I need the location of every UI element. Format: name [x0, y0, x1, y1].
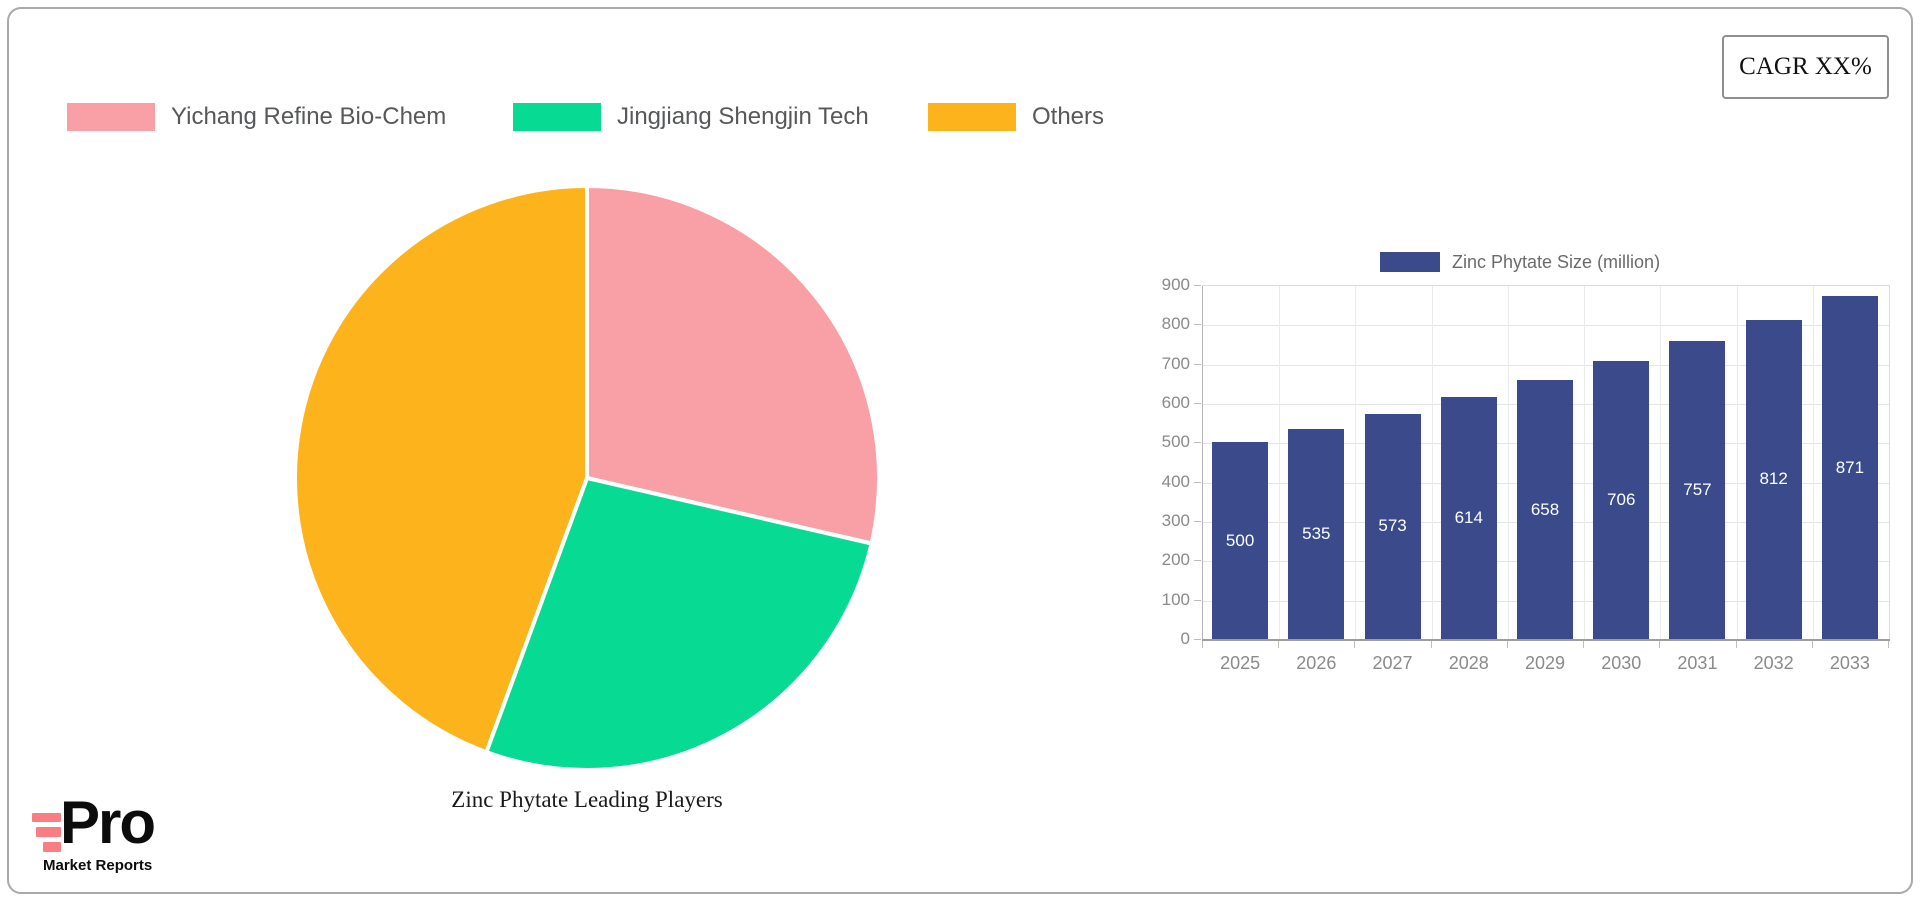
bar-value-label: 757	[1683, 480, 1712, 500]
gridline-v	[1584, 286, 1586, 640]
x-axis-tick	[1583, 641, 1585, 648]
y-axis-tick	[1194, 560, 1201, 562]
gridline-v	[1431, 286, 1433, 640]
logo-name: Pro	[60, 789, 156, 856]
pie-chart	[293, 184, 881, 772]
logo-subtitle: Market Reports	[43, 857, 153, 874]
y-axis-tick-label: 100	[1161, 589, 1190, 609]
cagr-label: CAGR XX%	[1739, 53, 1872, 80]
logo-bar-icon	[32, 813, 61, 822]
pie-slice-yichang-refine-bio-chem	[585, 184, 881, 546]
cagr-badge: CAGR XX%	[1722, 35, 1889, 99]
bar-value-label: 614	[1454, 508, 1483, 528]
pie-legend-item-others: Others	[928, 102, 1104, 132]
pie-slice-jingjiang-shengjin-tech	[484, 476, 874, 772]
legend-swatch-yichang	[67, 103, 155, 131]
bar-value-label: 573	[1378, 516, 1407, 536]
pro-market-reports-logo: Pro Market Reports	[28, 793, 158, 883]
x-axis-tick-label: 2031	[1677, 653, 1718, 673]
x-axis-tick	[1202, 641, 1203, 648]
y-axis-tick	[1194, 324, 1201, 326]
gridline-h	[1203, 325, 1889, 327]
y-axis-tick-label: 0	[1180, 629, 1190, 648]
bar-legend-swatch	[1380, 252, 1440, 272]
x-axis-tick	[1506, 641, 1508, 648]
x-axis-tick-label: 2026	[1296, 653, 1337, 673]
bar-value-label: 812	[1759, 469, 1788, 489]
x-axis-line	[1202, 639, 1890, 641]
bar-legend-label: Zinc Phytate Size (million)	[1452, 251, 1661, 272]
y-axis-tick	[1194, 521, 1201, 522]
x-axis-tick-label: 2032	[1753, 653, 1794, 673]
x-axis-tick	[1278, 641, 1280, 648]
gridline-v	[1355, 286, 1357, 640]
x-axis-tick-label: 2028	[1448, 653, 1489, 673]
y-axis-tick	[1194, 363, 1201, 365]
bar-chart: Zinc Phytate Size (million) 0 100 200 300 40…	[1100, 230, 1920, 700]
y-axis-tick-label: 600	[1161, 393, 1190, 412]
x-axis-tick	[1430, 641, 1432, 648]
y-axis-tick-label: 900	[1161, 275, 1190, 294]
gridline-v	[1736, 286, 1738, 640]
x-axis-tick-label: 2025	[1220, 653, 1261, 673]
gridline-v	[1507, 286, 1509, 640]
x-axis-tick-label: 2027	[1372, 653, 1413, 673]
pie-chart-title: Zinc Phytate Leading Players	[451, 787, 723, 812]
gridline-v	[1279, 286, 1281, 640]
y-axis-tick-label: 700	[1161, 353, 1190, 373]
x-axis-tick-label: 2029	[1524, 653, 1566, 673]
bar-2030	[1593, 361, 1650, 639]
x-axis-tick-label: 2033	[1829, 653, 1870, 673]
gridline-v	[1812, 286, 1814, 640]
x-axis-tick-label: 2030	[1601, 653, 1642, 673]
legend-label-yichang: Yichang Refine Bio-Chem	[171, 103, 447, 130]
bar-value-label: 500	[1225, 530, 1255, 550]
y-axis-tick-label: 200	[1161, 550, 1190, 570]
y-axis-tick	[1194, 639, 1201, 640]
pie-legend-item-jingjiang: Jingjiang Shengjin Tech	[513, 102, 869, 132]
bar-2033	[1821, 296, 1878, 639]
y-axis-tick-label: 500	[1161, 432, 1190, 452]
gridline-v	[1660, 286, 1662, 640]
y-axis-tick	[1194, 403, 1201, 404]
y-axis-line	[1202, 286, 1203, 640]
bar-2028	[1440, 397, 1497, 639]
x-axis-tick	[1811, 641, 1813, 648]
y-axis-tick	[1194, 285, 1201, 286]
y-axis-tick-label: 800	[1161, 314, 1190, 334]
bar-2025	[1212, 442, 1269, 639]
bar-value-label: 535	[1302, 523, 1331, 543]
legend-swatch-others	[928, 103, 1016, 131]
x-axis-tick	[1735, 641, 1737, 648]
y-axis-tick	[1194, 481, 1201, 483]
bar-chart-legend: Zinc Phytate Size (million)	[1380, 252, 1660, 272]
bar-value-label: 658	[1530, 499, 1560, 519]
pie-slice-others	[293, 184, 589, 755]
y-axis-tick-label: 300	[1161, 511, 1190, 530]
bar-value-label: 706	[1607, 490, 1636, 510]
bar-2027	[1364, 413, 1421, 639]
y-axis-tick-label: 400	[1161, 471, 1190, 491]
bar-2026	[1288, 428, 1345, 639]
logo-bar-icon	[36, 827, 61, 837]
y-axis-tick	[1194, 442, 1201, 444]
bar-2029	[1517, 380, 1573, 639]
legend-swatch-jingjiang	[513, 103, 601, 131]
pie-legend-item-yichang: Yichang Refine Bio-Chem	[67, 102, 446, 132]
legend-label-others: Others	[1032, 103, 1105, 130]
x-axis-tick	[1354, 641, 1356, 648]
bar-value-label: 871	[1835, 457, 1865, 477]
bar-2031	[1669, 341, 1726, 639]
x-axis-tick	[1888, 641, 1889, 648]
legend-label-jingjiang: Jingjiang Shengjin Tech	[617, 103, 869, 130]
bar-2032	[1745, 319, 1802, 639]
x-axis-tick	[1659, 641, 1661, 648]
gridline-h	[1203, 364, 1889, 366]
y-axis-tick	[1194, 599, 1201, 601]
logo-bar-icon	[43, 842, 61, 852]
